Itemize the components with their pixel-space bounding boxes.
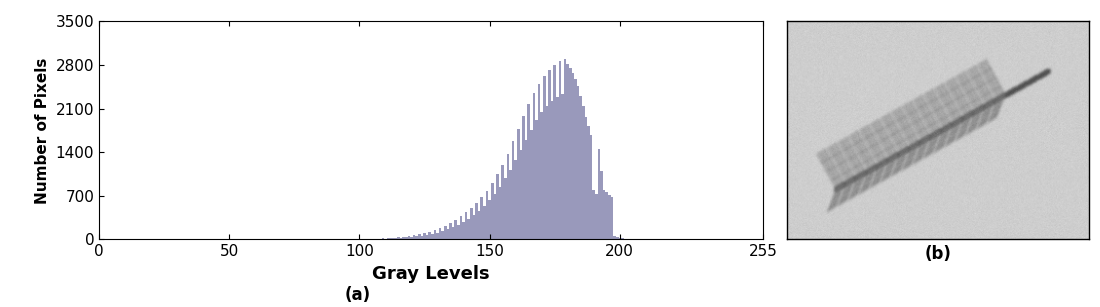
Bar xyxy=(525,140,527,239)
Bar xyxy=(569,68,572,239)
Bar xyxy=(530,130,532,239)
Bar xyxy=(481,197,483,239)
Bar xyxy=(580,96,582,239)
Bar xyxy=(426,235,428,239)
Bar xyxy=(618,238,621,239)
Bar xyxy=(452,227,454,239)
Bar xyxy=(536,120,538,239)
Bar xyxy=(616,237,618,239)
Bar xyxy=(475,203,477,239)
Bar xyxy=(468,219,470,239)
Bar xyxy=(593,190,595,239)
Bar xyxy=(395,238,397,239)
Bar xyxy=(527,104,530,239)
Bar xyxy=(566,64,569,239)
Bar xyxy=(504,178,506,239)
Bar xyxy=(522,116,525,239)
Bar xyxy=(403,237,405,239)
Bar xyxy=(412,235,416,239)
Bar xyxy=(420,235,424,239)
Bar xyxy=(399,238,403,239)
X-axis label: Gray Levels: Gray Levels xyxy=(372,265,490,283)
Bar xyxy=(454,220,458,239)
Bar xyxy=(473,215,475,239)
Bar xyxy=(608,195,611,239)
Bar xyxy=(491,183,494,239)
Bar xyxy=(424,233,426,239)
Bar xyxy=(506,154,509,239)
Bar xyxy=(538,84,540,239)
Bar xyxy=(498,187,502,239)
Bar xyxy=(431,234,433,239)
Bar xyxy=(389,238,392,239)
Bar xyxy=(494,194,496,239)
Bar xyxy=(428,232,431,239)
Y-axis label: Number of Pixels: Number of Pixels xyxy=(35,57,50,204)
Bar xyxy=(576,86,580,239)
Bar xyxy=(603,190,605,239)
Bar xyxy=(441,231,444,239)
Bar xyxy=(405,237,408,239)
Bar xyxy=(543,76,546,239)
Bar xyxy=(458,224,460,239)
Bar xyxy=(470,208,473,239)
Bar xyxy=(572,72,574,239)
Bar xyxy=(584,117,587,239)
Bar xyxy=(410,237,412,239)
Bar xyxy=(483,206,486,239)
Bar xyxy=(418,235,420,239)
Bar xyxy=(444,226,447,239)
Bar xyxy=(556,97,559,239)
Bar xyxy=(382,238,384,239)
Bar xyxy=(564,59,567,239)
Bar xyxy=(496,174,498,239)
Bar xyxy=(574,79,576,239)
Bar xyxy=(502,165,504,239)
Bar xyxy=(449,223,452,239)
Bar xyxy=(465,212,468,239)
Bar xyxy=(488,200,491,239)
Bar xyxy=(387,238,389,239)
Bar xyxy=(512,141,515,239)
Bar xyxy=(553,65,556,239)
Bar xyxy=(433,230,437,239)
Bar xyxy=(397,237,399,239)
Bar xyxy=(610,197,614,239)
Bar xyxy=(519,150,522,239)
Bar xyxy=(392,238,395,239)
Bar xyxy=(601,171,603,239)
Bar xyxy=(605,192,608,239)
Bar xyxy=(540,112,543,239)
Bar xyxy=(551,101,553,239)
Bar xyxy=(462,222,465,239)
X-axis label: (b): (b) xyxy=(925,245,952,263)
Bar xyxy=(587,126,590,239)
Bar xyxy=(486,191,488,239)
Bar xyxy=(477,211,481,239)
Bar xyxy=(595,194,597,239)
Bar xyxy=(509,170,512,239)
Bar xyxy=(597,149,601,239)
Bar xyxy=(517,129,519,239)
Bar xyxy=(561,94,564,239)
Bar xyxy=(460,216,462,239)
Bar xyxy=(437,233,439,239)
Text: (a): (a) xyxy=(344,286,371,304)
Bar xyxy=(439,228,441,239)
Bar xyxy=(548,70,551,239)
Bar xyxy=(532,93,536,239)
Bar xyxy=(559,61,561,239)
Bar xyxy=(590,135,593,239)
Bar xyxy=(515,160,517,239)
Bar xyxy=(621,238,624,239)
Bar xyxy=(447,229,449,239)
Bar xyxy=(416,236,418,239)
Bar xyxy=(614,236,616,239)
Bar xyxy=(582,106,584,239)
Bar xyxy=(546,106,548,239)
Bar xyxy=(408,236,410,239)
